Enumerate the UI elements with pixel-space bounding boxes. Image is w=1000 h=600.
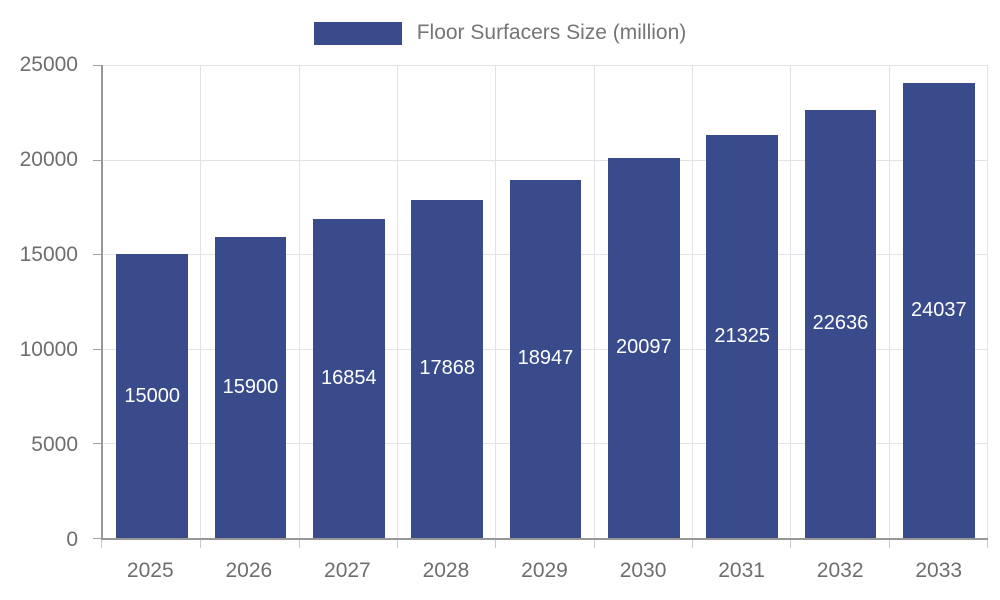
x-tick-label: 2028 [422,559,470,582]
bar: 18947 [509,179,582,538]
y-axis-tick [93,254,101,256]
x-axis-tick [691,540,693,548]
v-gridline [987,65,988,538]
v-gridline [495,65,497,538]
y-axis-tick [93,348,101,350]
v-gridline [298,65,300,538]
y-axis-tick [93,65,101,66]
v-gridline [691,65,693,538]
x-tick-label: 2031 [718,559,765,582]
bar: 16854 [312,219,385,538]
x-tick-label: 2033 [915,559,963,582]
bar: 15000 [116,254,189,538]
bar-value-label: 24037 [911,299,967,322]
x-axis-tick [298,540,300,548]
h-gridline [103,65,988,66]
bar-value-label: 22636 [812,312,869,335]
bar-value-label: 21325 [714,324,770,347]
x-axis-tick [790,540,792,548]
y-tick-label: 5000 [31,433,78,456]
v-gridline [200,65,202,538]
v-gridline [790,65,792,538]
bar: 24037 [902,83,975,538]
x-tick-label: 2027 [324,559,371,582]
y-tick-label: 20000 [19,148,78,171]
x-axis-tick [593,540,595,548]
legend-item[interactable]: Floor Surfacers Size (million) [313,21,687,45]
x-axis-tick [396,540,398,548]
x-tick-label: 2030 [619,559,667,582]
x-axis-labels: 2025 2026 2027 2028 2029 2030 2031 2032 2033 [101,540,988,585]
legend-swatch-icon [313,21,402,45]
y-axis-tick [93,159,101,161]
y-axis-tick [93,538,101,539]
bar-value-label: 15000 [124,384,180,407]
y-tick-label: 0 [66,528,78,551]
bar: 22636 [804,109,877,538]
bar-value-label: 18947 [517,347,574,370]
legend-label: Floor Surfacers Size (million) [416,21,687,44]
x-axis-tick [101,540,102,548]
x-tick-label: 2025 [126,559,174,582]
bar: 20097 [607,157,680,538]
v-gridline [593,65,595,538]
y-axis-tick [93,443,101,445]
bar: 21325 [706,134,779,538]
x-tick-label: 2032 [816,559,864,582]
x-tick-label: 2026 [225,559,273,582]
x-axis-tick [888,540,890,548]
y-tick-label: 15000 [19,243,78,266]
bar-value-label: 17868 [419,357,475,380]
y-tick-label: 10000 [19,338,78,361]
y-axis-labels: 0 5000 10000 15000 20000 25000 [0,53,78,551]
x-axis-tick [987,540,988,548]
v-gridline [396,65,398,538]
y-tick-label: 25000 [19,53,78,76]
bar-value-label: 15900 [222,376,279,399]
x-axis-tick [495,540,497,548]
h-gridline [103,159,988,161]
bar: 15900 [214,237,287,538]
bar-value-label: 16854 [321,367,377,390]
plot-area: 15000 15900 16854 17868 18947 20097 21325 22636… [93,65,988,548]
x-tick-label: 2029 [521,559,568,582]
v-gridline [888,65,890,538]
x-axis-tick [200,540,202,548]
bar-value-label: 20097 [616,336,672,359]
legend: Floor Surfacers Size (million) [0,21,1000,45]
bar: 17868 [411,199,484,538]
